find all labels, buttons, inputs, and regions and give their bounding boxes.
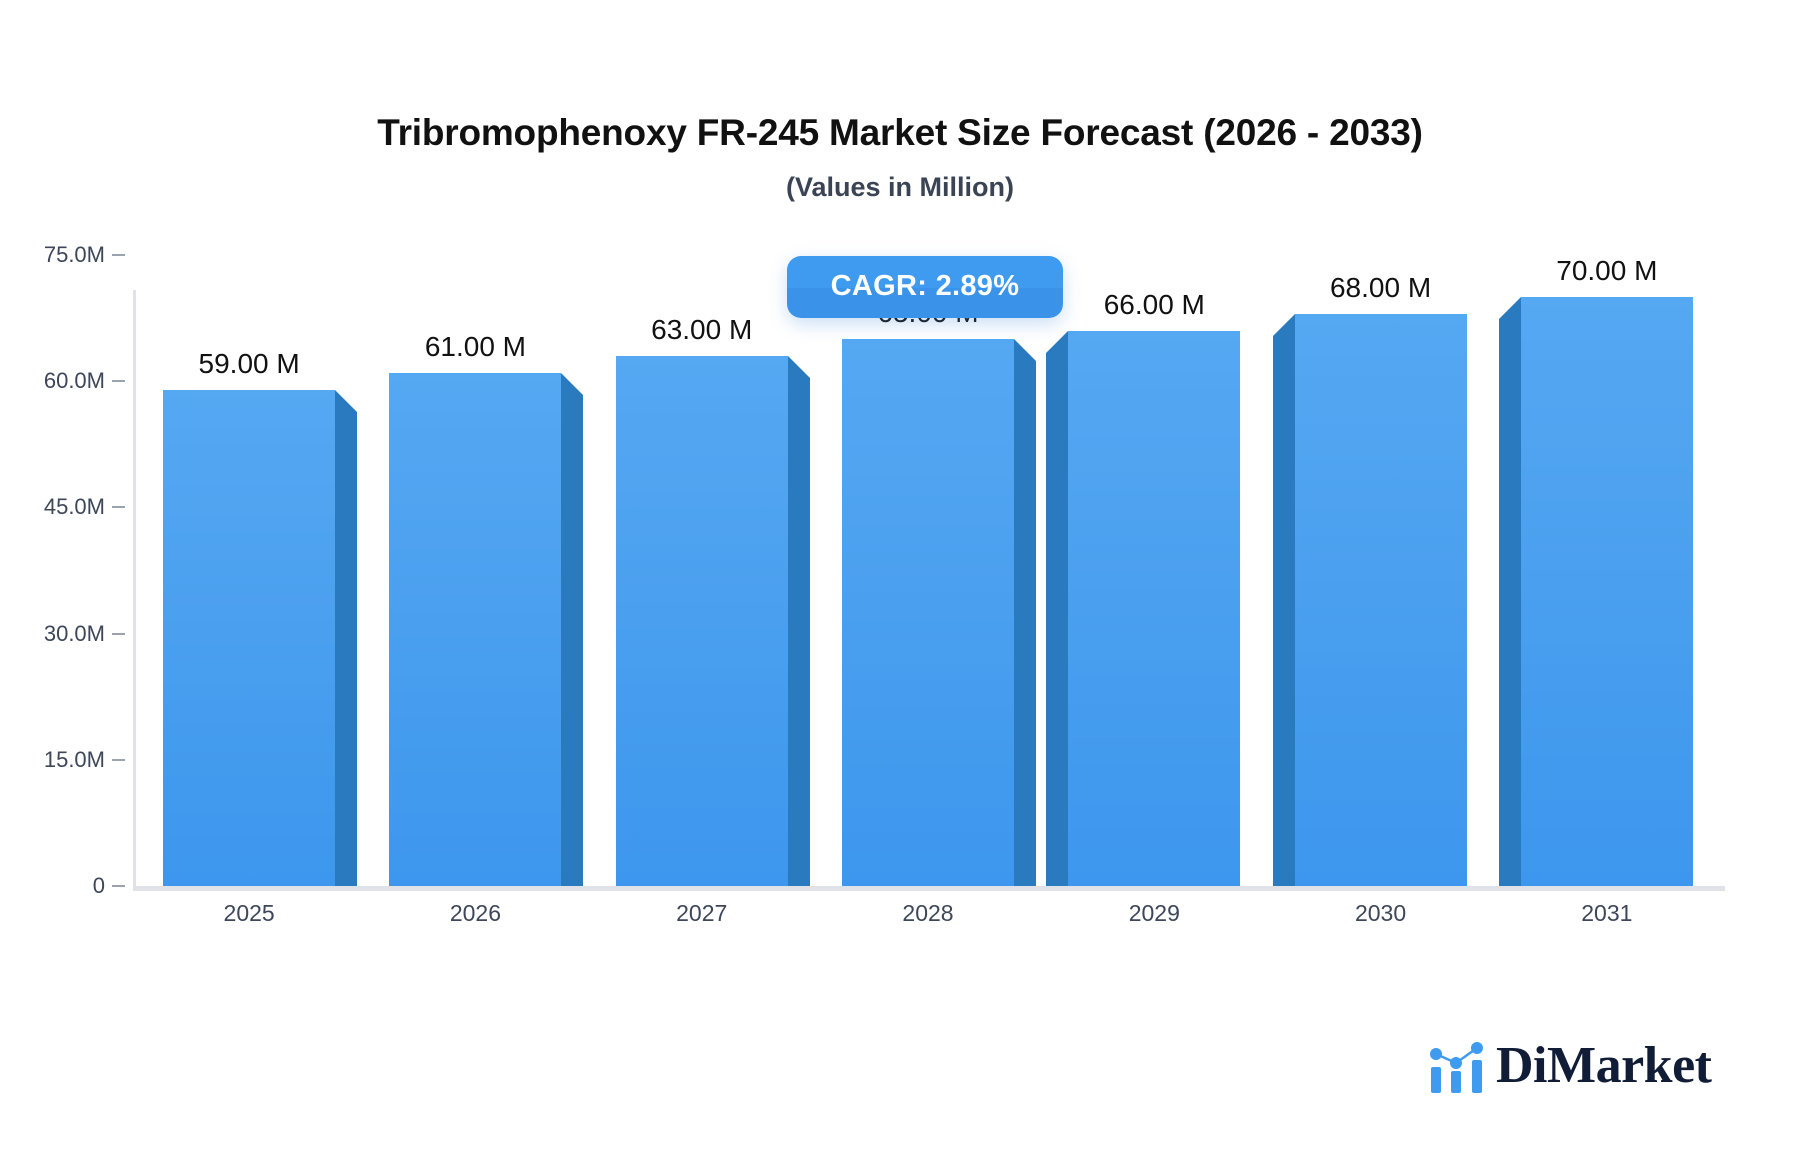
bar-side-face	[561, 394, 584, 886]
bar-side-face	[1272, 335, 1295, 886]
bar[interactable]: 65.00 M	[842, 297, 1036, 886]
x-axis-tick-label: 2029	[1128, 900, 1180, 926]
bar-side-face	[335, 411, 358, 886]
bar[interactable]: 61.00 M	[389, 331, 584, 886]
y-axis-tick-mark	[112, 506, 125, 509]
page-title: Tribromophenoxy FR-245 Market Size Forec…	[377, 112, 1423, 153]
y-axis-tick-label: 75.0M	[43, 242, 105, 267]
bar-front-face	[163, 389, 336, 886]
bar[interactable]: 59.00 M	[163, 348, 358, 886]
bar[interactable]: 66.00 M	[1046, 289, 1241, 886]
bar-side-face	[1013, 361, 1036, 886]
y-axis-tick-label: 45.0M	[43, 494, 105, 520]
x-axis-tick-label: 2025	[223, 900, 275, 926]
x-axis-line	[133, 886, 1725, 891]
y-axis-tick-label: 0	[92, 873, 105, 898]
cagr-badge: CAGR: 2.89%	[787, 256, 1063, 318]
brand-name: DiMarket	[1496, 1037, 1712, 1094]
bar-top-bevel	[787, 355, 810, 378]
x-axis-tick-label: 2026	[449, 900, 502, 926]
bar-top-bevel	[335, 389, 358, 412]
bar[interactable]: 63.00 M	[615, 314, 810, 886]
brand-watermark: DiMarket	[1428, 1037, 1712, 1094]
chart-subtitle: (Values in Million)	[785, 172, 1015, 202]
y-axis-tick-mark	[112, 885, 125, 887]
y-axis-line	[133, 290, 136, 890]
bar-value-label: 63.00 M	[651, 313, 753, 345]
bar[interactable]: 70.00 M	[1498, 255, 1693, 886]
y-axis-tick-label: 15.0M	[43, 746, 105, 772]
x-axis-tick-label: 2028	[902, 900, 954, 926]
bar-front-face	[1068, 330, 1241, 886]
y-axis-tick-mark	[112, 380, 125, 383]
bar-top-bevel	[1272, 313, 1295, 336]
bar-top-bevel	[1498, 297, 1521, 320]
x-axis-tick-label: 2027	[676, 900, 728, 926]
bar-top-bevel	[561, 372, 584, 395]
bar-value-label: 61.00 M	[424, 330, 527, 362]
bar-front-face	[389, 372, 562, 886]
bar-value-label: 68.00 M	[1329, 271, 1432, 303]
cagr-badge-label: CAGR: 2.89%	[830, 269, 1020, 302]
y-axis-tick-label: 60.0M	[43, 368, 105, 394]
bar-side-face	[787, 377, 810, 886]
bar[interactable]: 68.00 M	[1272, 272, 1467, 886]
bar-top-bevel	[1046, 330, 1069, 353]
bar-side-face	[1046, 352, 1069, 886]
bar-chart-dots-icon	[1430, 1042, 1483, 1093]
bar-front-face	[1294, 313, 1467, 886]
bar-front-face	[1520, 297, 1693, 886]
bar-value-label: 59.00 M	[198, 347, 300, 379]
bar-front-face	[842, 339, 1014, 886]
y-axis-tick-mark	[112, 254, 125, 256]
bar-value-label: 70.00 M	[1556, 255, 1658, 287]
y-axis-tick-mark	[112, 758, 125, 761]
bar-top-bevel	[1013, 339, 1036, 362]
x-axis-tick-label: 2031	[1581, 900, 1633, 926]
bar-front-face	[615, 355, 788, 886]
y-axis-tick-mark	[112, 632, 125, 635]
bar-side-face	[1498, 319, 1521, 886]
bar-value-label: 66.00 M	[1103, 288, 1205, 320]
x-axis-tick-label: 2030	[1354, 900, 1407, 926]
y-axis-tick-label: 30.0M	[43, 620, 105, 646]
